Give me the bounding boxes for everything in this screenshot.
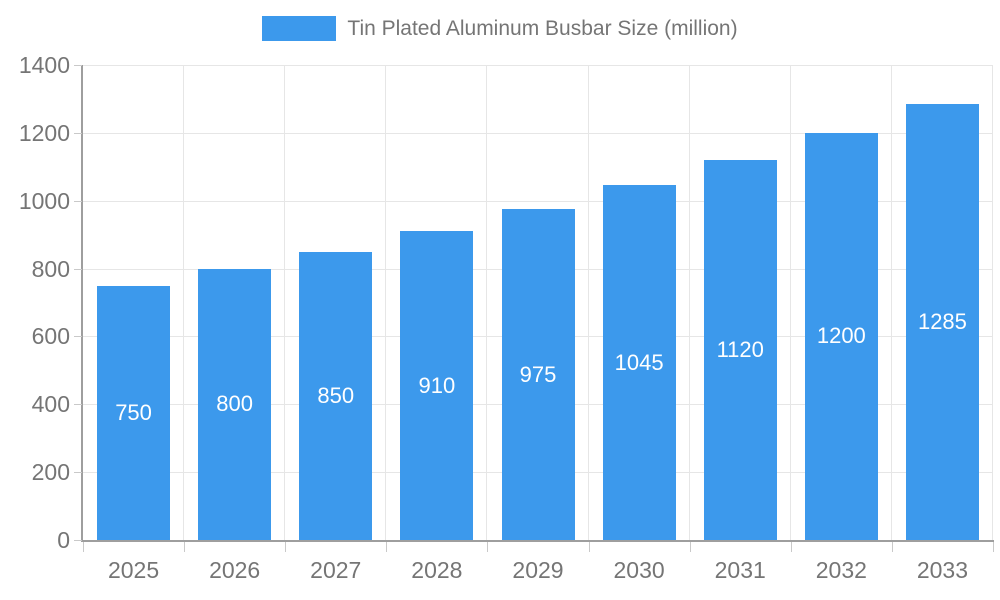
x-axis-tick xyxy=(184,542,186,552)
x-axis-label: 2027 xyxy=(310,557,362,583)
y-axis-tick xyxy=(74,540,82,541)
x-axis-label: 2029 xyxy=(512,557,564,583)
y-axis-tick xyxy=(74,200,82,202)
v-gridline xyxy=(587,65,589,540)
v-gridline xyxy=(688,65,690,540)
y-axis-label: 200 xyxy=(31,459,70,486)
bar-value-label: 910 xyxy=(418,372,456,398)
bar-value-label: 1045 xyxy=(614,349,664,375)
y-axis-tick xyxy=(74,132,82,134)
y-axis-label: 600 xyxy=(31,323,70,350)
x-axis-label: 2032 xyxy=(815,557,867,583)
x-axis-label: 2028 xyxy=(411,557,463,583)
bar-value-label: 800 xyxy=(216,391,254,417)
bar[interactable]: 1285 xyxy=(905,104,979,540)
x-axis-label: 2030 xyxy=(613,557,665,583)
bar-value-label: 1120 xyxy=(716,337,764,362)
x-axis-tick xyxy=(993,542,994,552)
bar[interactable]: 850 xyxy=(299,251,373,540)
h-gridline xyxy=(83,200,993,202)
x-axis-tick xyxy=(285,542,287,552)
y-axis-tick xyxy=(74,268,82,270)
bar-value-label: 850 xyxy=(317,382,355,408)
legend-swatch xyxy=(262,16,337,41)
y-axis-tick xyxy=(74,472,82,474)
bar-value-label: 750 xyxy=(115,399,152,425)
bar[interactable]: 800 xyxy=(198,268,272,540)
y-axis-label: 0 xyxy=(57,527,70,553)
plot-area: 750 800 850 910 975 1045 1120 1200 1285 xyxy=(83,65,993,540)
v-gridline xyxy=(992,65,993,540)
v-gridline xyxy=(890,65,892,540)
v-gridline xyxy=(183,65,185,540)
x-axis-line xyxy=(81,540,994,542)
x-axis-tick xyxy=(891,542,893,552)
v-gridline xyxy=(385,65,387,540)
y-axis-label: 1200 xyxy=(18,119,70,146)
bar-value-label: 1200 xyxy=(816,323,866,349)
v-gridline xyxy=(486,65,488,540)
bar-value-label: 975 xyxy=(519,361,557,387)
bar[interactable]: 1120 xyxy=(703,160,777,540)
v-gridline xyxy=(284,65,286,540)
h-gridline xyxy=(83,65,993,66)
x-axis-tick xyxy=(386,542,388,552)
bar[interactable]: 1045 xyxy=(602,185,676,540)
y-axis-tick xyxy=(74,336,82,338)
y-axis-tick xyxy=(74,65,82,66)
x-axis-tick xyxy=(689,542,691,552)
bar[interactable]: 750 xyxy=(97,285,171,540)
y-axis-tick xyxy=(74,404,82,406)
legend[interactable]: Tin Plated Aluminum Busbar Size (million… xyxy=(0,16,1000,41)
y-axis-label: 1400 xyxy=(18,52,70,78)
h-gridline xyxy=(83,132,993,134)
y-axis-line xyxy=(81,65,83,542)
x-axis-tick xyxy=(83,542,84,552)
x-axis-label: 2031 xyxy=(714,557,766,583)
x-axis-label: 2026 xyxy=(209,557,261,583)
y-axis-label: 1000 xyxy=(18,187,70,214)
legend-label: Tin Plated Aluminum Busbar Size (million… xyxy=(347,17,738,40)
y-axis-label: 800 xyxy=(31,255,70,282)
bar[interactable]: 1200 xyxy=(804,132,878,540)
x-axis-label: 2033 xyxy=(916,557,969,583)
x-axis-label: 2025 xyxy=(107,557,160,583)
bar[interactable]: 975 xyxy=(501,209,575,540)
v-gridline xyxy=(789,65,791,540)
bar-value-label: 1285 xyxy=(917,309,967,335)
x-axis-tick xyxy=(487,542,489,552)
x-axis-tick xyxy=(588,542,590,552)
x-axis-tick xyxy=(790,542,792,552)
y-axis-label: 400 xyxy=(31,391,70,418)
bar[interactable]: 910 xyxy=(400,231,474,540)
